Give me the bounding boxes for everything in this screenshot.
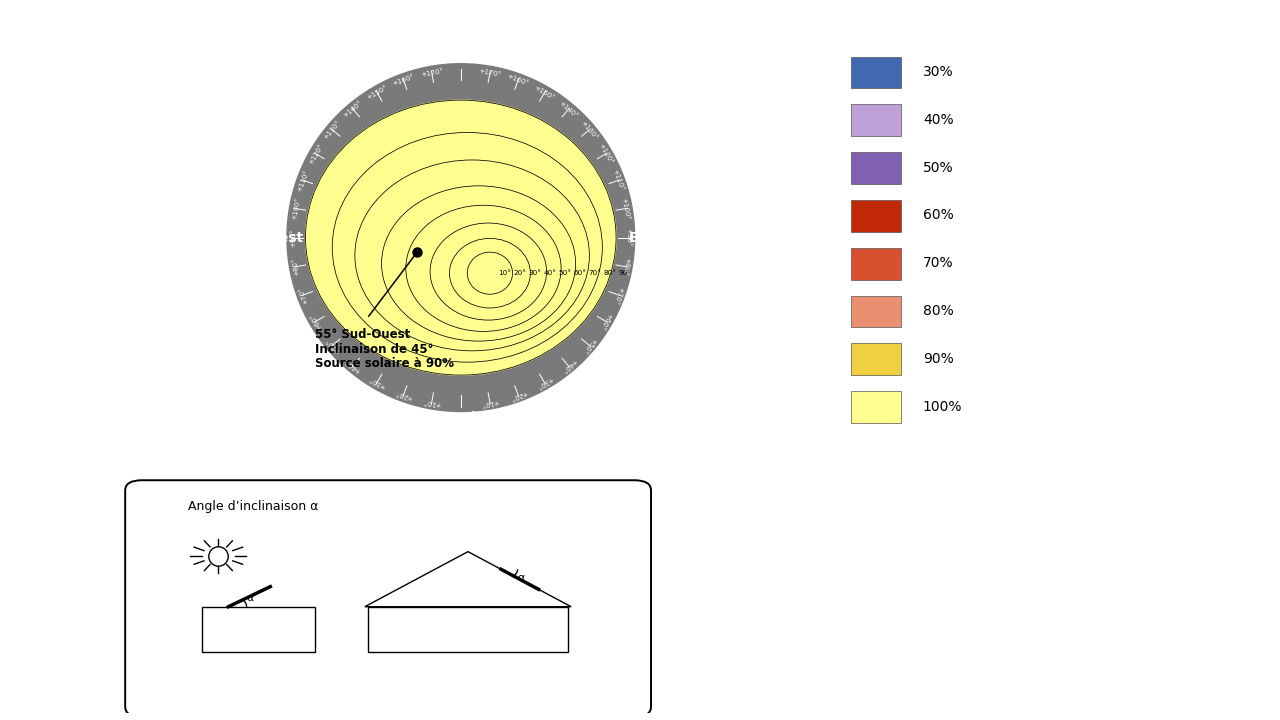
- FancyBboxPatch shape: [125, 480, 652, 717]
- Bar: [851, 248, 901, 279]
- Text: Angle d’inclinaison α: Angle d’inclinaison α: [188, 500, 319, 513]
- Ellipse shape: [355, 160, 589, 351]
- Text: +30°: +30°: [535, 375, 554, 390]
- Text: Inclinaison de 45°: Inclinaison de 45°: [315, 343, 434, 356]
- Text: α: α: [517, 573, 525, 583]
- Text: 55° Sud-Ouest: 55° Sud-Ouest: [315, 328, 411, 341]
- Text: α: α: [247, 593, 253, 603]
- Text: 40%: 40%: [923, 113, 954, 127]
- Text: Source solaire à 90%: Source solaire à 90%: [315, 357, 454, 370]
- Text: +140°: +140°: [558, 100, 579, 119]
- Text: +20°: +20°: [508, 389, 527, 401]
- Text: +110°: +110°: [612, 168, 625, 192]
- Text: +80°: +80°: [292, 257, 301, 276]
- Text: +130°: +130°: [323, 120, 342, 140]
- Text: Ouest: Ouest: [257, 230, 303, 245]
- Text: +150°: +150°: [366, 84, 388, 101]
- Text: 20°: 20°: [513, 270, 526, 276]
- Text: 80%: 80%: [923, 304, 954, 318]
- Ellipse shape: [449, 238, 530, 308]
- Text: 10°: 10°: [498, 270, 512, 276]
- Text: 60%: 60%: [923, 209, 954, 222]
- Text: +70°: +70°: [297, 285, 310, 305]
- Bar: [202, 607, 315, 652]
- Bar: [851, 152, 901, 184]
- Text: +160°: +160°: [392, 73, 415, 87]
- Text: Nord: Nord: [442, 50, 480, 64]
- Bar: [851, 296, 901, 328]
- Text: +130°: +130°: [580, 120, 599, 140]
- Text: +140°: +140°: [343, 100, 364, 119]
- Text: 60°: 60°: [573, 270, 586, 276]
- Bar: [851, 104, 901, 136]
- Text: +170°: +170°: [479, 68, 502, 78]
- Text: +120°: +120°: [598, 143, 614, 166]
- Ellipse shape: [381, 186, 576, 341]
- Text: 40°: 40°: [544, 270, 557, 276]
- Text: +40°: +40°: [344, 358, 362, 374]
- Ellipse shape: [333, 132, 603, 362]
- Text: +10°: +10°: [480, 398, 499, 407]
- Text: +30°: +30°: [367, 375, 387, 390]
- Text: 90°: 90°: [618, 270, 632, 276]
- Text: +10°: +10°: [422, 398, 442, 407]
- Text: +80°: +80°: [621, 257, 630, 276]
- Text: 50%: 50%: [923, 161, 954, 175]
- Text: +70°: +70°: [612, 285, 625, 305]
- Ellipse shape: [306, 100, 616, 375]
- Text: 70%: 70%: [923, 256, 954, 270]
- Text: +50°: +50°: [581, 336, 598, 354]
- Ellipse shape: [430, 223, 547, 320]
- Text: +50°: +50°: [324, 336, 340, 354]
- Text: +90°: +90°: [625, 228, 631, 247]
- Text: +60°: +60°: [308, 312, 323, 330]
- Text: 30%: 30%: [923, 65, 954, 79]
- Text: +100°: +100°: [621, 197, 631, 220]
- Text: +150°: +150°: [534, 84, 556, 101]
- Text: 100%: 100%: [923, 400, 963, 414]
- Text: +40°: +40°: [559, 358, 577, 374]
- Text: 50°: 50°: [558, 270, 572, 276]
- Text: +20°: +20°: [394, 389, 413, 401]
- Text: +160°: +160°: [507, 73, 530, 87]
- Bar: [851, 343, 901, 375]
- Ellipse shape: [467, 252, 512, 294]
- Text: +110°: +110°: [297, 168, 310, 192]
- Text: +100°: +100°: [291, 197, 301, 220]
- Bar: [369, 607, 568, 652]
- Text: 90%: 90%: [923, 352, 954, 366]
- Text: +90°: +90°: [291, 228, 297, 247]
- Text: +60°: +60°: [599, 312, 613, 330]
- Ellipse shape: [287, 64, 635, 411]
- Text: +120°: +120°: [307, 143, 324, 166]
- Text: 80°: 80°: [604, 270, 617, 276]
- Bar: [851, 200, 901, 232]
- Bar: [851, 392, 901, 423]
- Ellipse shape: [406, 205, 561, 331]
- Bar: [851, 57, 901, 89]
- Text: 70°: 70°: [589, 270, 602, 276]
- Text: 30°: 30°: [529, 270, 541, 276]
- Text: Sud: Sud: [445, 411, 476, 425]
- Text: +170°: +170°: [420, 68, 443, 78]
- Text: Est: Est: [628, 230, 653, 245]
